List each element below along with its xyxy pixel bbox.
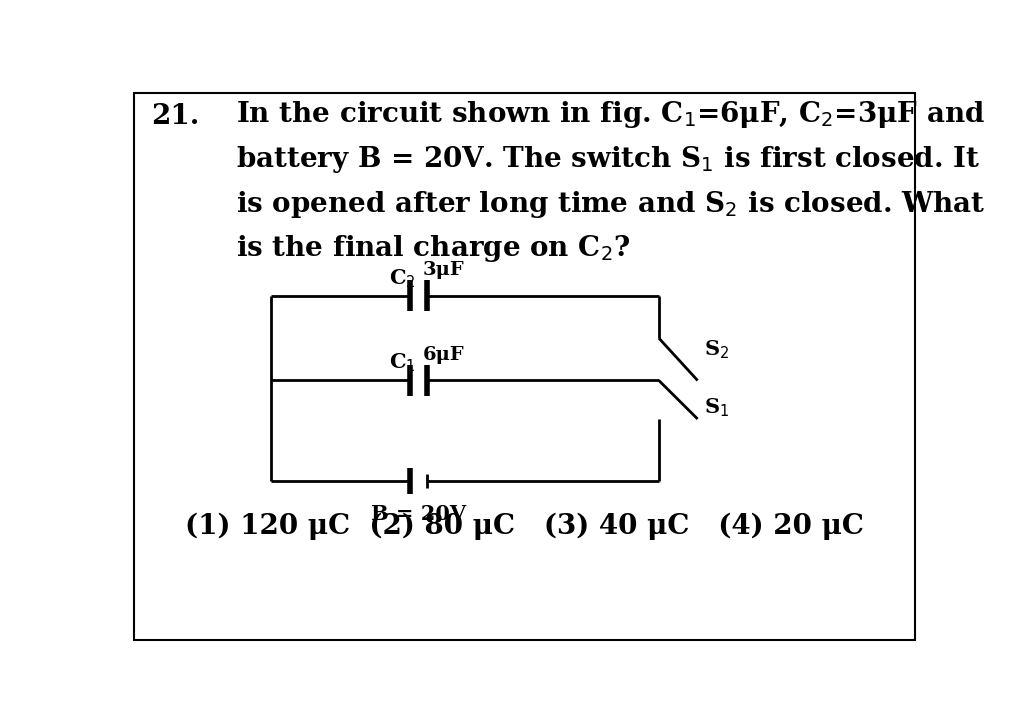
Text: 6μF: 6μF — [423, 346, 464, 364]
Text: S$_2$: S$_2$ — [703, 338, 729, 361]
Text: is opened after long time and S$_2$ is closed. What: is opened after long time and S$_2$ is c… — [237, 189, 986, 219]
Text: C$_1$: C$_1$ — [389, 351, 416, 375]
Text: B = 20V: B = 20V — [371, 504, 466, 523]
Text: C$_2$: C$_2$ — [389, 267, 416, 290]
Text: In the circuit shown in fig. C$_1$=6μF, C$_2$=3μF and: In the circuit shown in fig. C$_1$=6μF, … — [237, 99, 985, 130]
Text: 3μF: 3μF — [423, 261, 464, 279]
Text: is the final charge on C$_2$?: is the final charge on C$_2$? — [237, 233, 631, 264]
Text: (1) 120 μC  (2) 80 μC   (3) 40 μC   (4) 20 μC: (1) 120 μC (2) 80 μC (3) 40 μC (4) 20 μC — [185, 513, 864, 540]
Text: 21.: 21. — [152, 103, 200, 130]
Text: battery B = 20V. The switch S$_1$ is first closed. It: battery B = 20V. The switch S$_1$ is fir… — [237, 144, 981, 175]
Text: S$_1$: S$_1$ — [703, 396, 729, 419]
